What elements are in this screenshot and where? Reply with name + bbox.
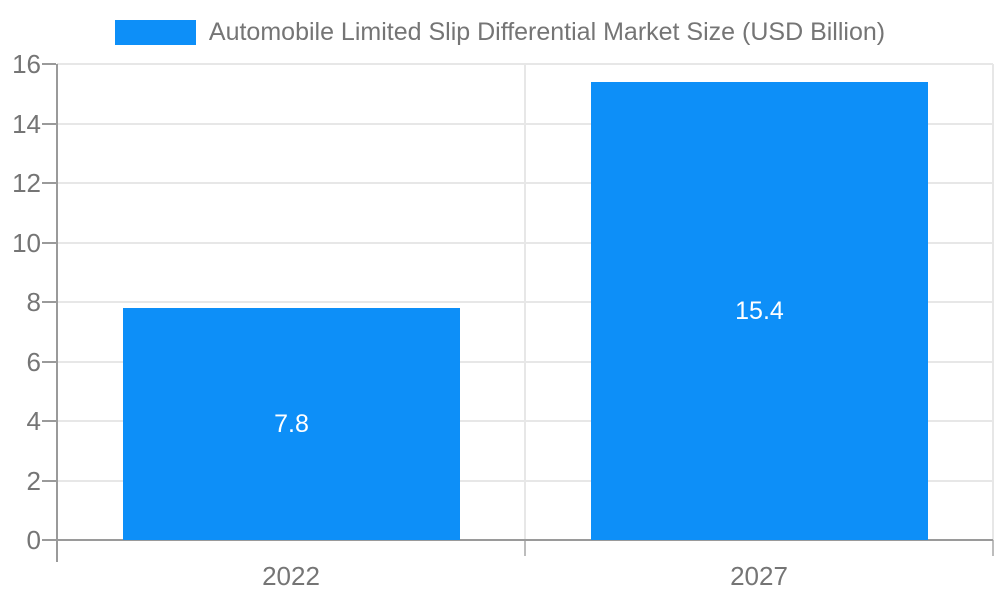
y-tick-label: 2 [26,465,41,496]
y-tick-label: 14 [12,108,41,139]
x-tick-label: 2022 [262,561,320,591]
category-tick [524,540,526,556]
y-tick-label: 6 [26,346,41,377]
axis-tick [42,420,56,422]
x-tick-label: 2027 [730,561,788,591]
axis-tick [42,241,56,244]
bar-value-label: 7.8 [274,409,309,438]
axis-tick [42,63,56,65]
y-axis-line [56,64,58,562]
axis-tick [42,479,56,482]
y-tick-label: 10 [12,227,41,258]
axis-tick [42,182,56,184]
axis-tick [42,539,56,541]
legend-swatch [114,19,196,45]
axis-tick [42,301,56,303]
y-tick-label: 8 [26,287,41,317]
axis-tick [42,360,56,363]
gridline [524,64,526,540]
y-tick-label: 0 [26,525,41,555]
y-tick-label: 16 [12,49,41,79]
legend-label: Automobile Limited Slip Differential Mar… [208,17,886,46]
bar-value-label: 15.4 [735,296,784,325]
category-tick [992,540,994,556]
gridline [992,64,994,540]
x-axis-line [57,539,993,541]
axis-tick [42,122,56,125]
chart-legend: Automobile Limited Slip Differential Mar… [0,17,1000,46]
y-tick-label: 12 [12,168,41,198]
bar: 15.4 [591,82,928,540]
bar: 7.8 [123,308,460,540]
y-tick-label: 4 [26,406,41,436]
